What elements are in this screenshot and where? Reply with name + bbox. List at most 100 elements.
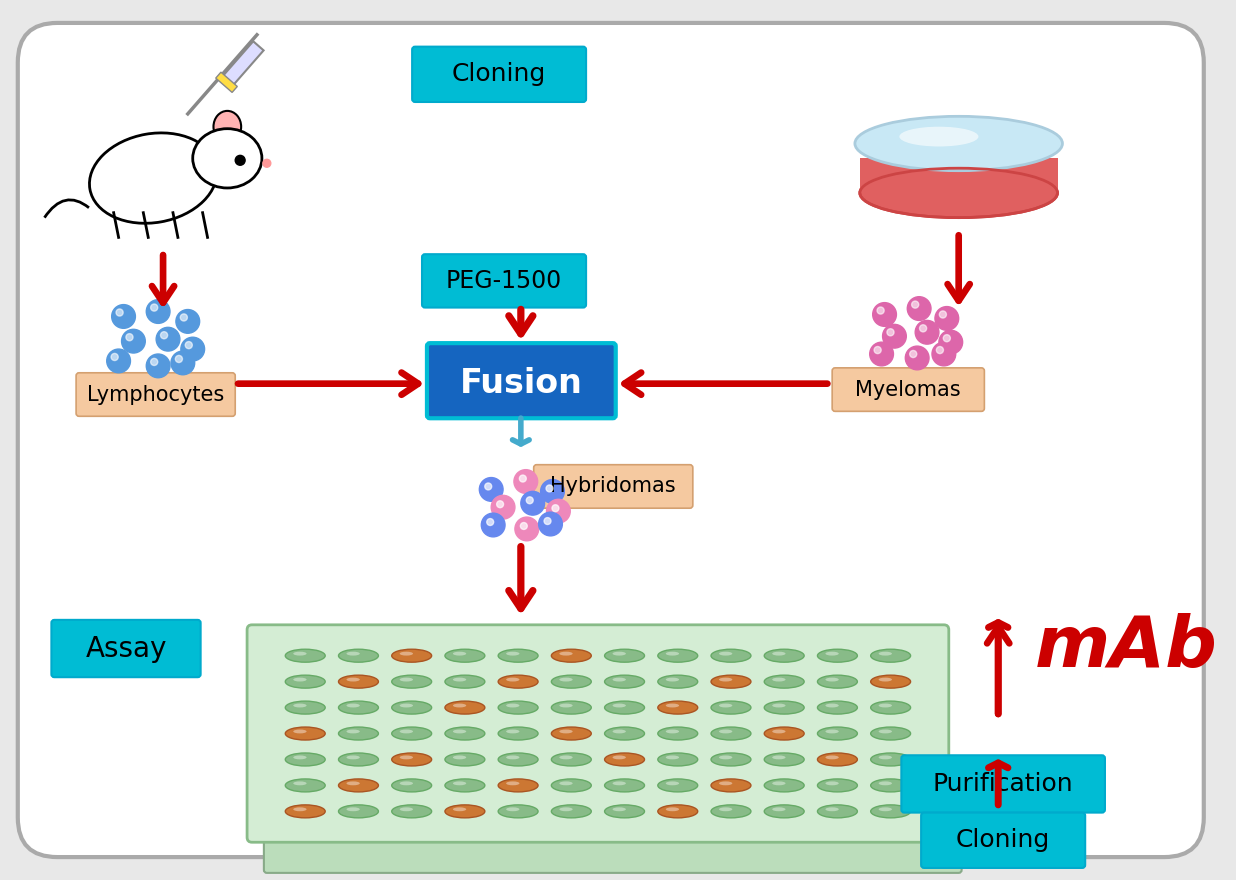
Circle shape [487,518,493,525]
Ellipse shape [346,730,360,733]
Ellipse shape [826,730,839,733]
Ellipse shape [445,753,485,766]
Circle shape [912,301,918,308]
Ellipse shape [719,652,732,656]
Circle shape [873,303,896,326]
Circle shape [111,354,119,361]
Ellipse shape [613,807,625,811]
Circle shape [111,304,136,328]
Ellipse shape [346,755,360,759]
FancyBboxPatch shape [221,41,263,88]
FancyBboxPatch shape [263,840,962,873]
Ellipse shape [764,753,805,766]
Ellipse shape [339,727,378,740]
Circle shape [934,306,959,330]
Ellipse shape [764,701,805,714]
Ellipse shape [506,807,519,811]
Ellipse shape [658,753,697,766]
Ellipse shape [826,678,839,681]
Ellipse shape [560,781,572,785]
Ellipse shape [666,678,679,681]
Ellipse shape [870,805,911,818]
Circle shape [161,332,168,339]
Ellipse shape [613,730,625,733]
Ellipse shape [445,701,485,714]
Ellipse shape [764,727,805,740]
Circle shape [146,354,171,378]
Circle shape [870,342,894,366]
Ellipse shape [879,678,892,681]
Ellipse shape [445,727,485,740]
Text: Hybridomas: Hybridomas [550,476,676,496]
Ellipse shape [711,753,751,766]
Ellipse shape [452,730,466,733]
Circle shape [932,342,955,366]
Ellipse shape [826,755,839,759]
FancyBboxPatch shape [534,465,693,508]
Ellipse shape [817,675,858,688]
Ellipse shape [817,701,858,714]
Text: Assay: Assay [85,634,167,663]
Ellipse shape [392,805,431,818]
Ellipse shape [560,755,572,759]
Ellipse shape [392,649,431,662]
Ellipse shape [560,730,572,733]
Ellipse shape [399,807,413,811]
Circle shape [180,337,205,361]
Circle shape [539,512,562,536]
FancyBboxPatch shape [52,620,200,678]
Ellipse shape [399,781,413,785]
Ellipse shape [711,675,751,688]
Circle shape [874,347,881,354]
Ellipse shape [666,730,679,733]
Circle shape [910,350,917,357]
Ellipse shape [870,649,911,662]
Ellipse shape [658,649,697,662]
Ellipse shape [900,127,979,146]
Circle shape [939,330,963,354]
Ellipse shape [817,779,858,792]
Ellipse shape [498,675,538,688]
Ellipse shape [764,675,805,688]
Ellipse shape [711,649,751,662]
Circle shape [185,341,193,348]
Circle shape [126,334,133,341]
Ellipse shape [89,133,218,224]
Circle shape [519,475,527,482]
Ellipse shape [399,704,413,708]
Ellipse shape [826,781,839,785]
Ellipse shape [399,652,413,656]
Ellipse shape [452,678,466,681]
Ellipse shape [286,805,325,818]
Ellipse shape [711,805,751,818]
Ellipse shape [870,675,911,688]
Ellipse shape [286,727,325,740]
Text: Purification: Purification [933,772,1073,796]
Ellipse shape [506,755,519,759]
Circle shape [151,358,158,365]
Circle shape [907,297,931,320]
Ellipse shape [604,727,644,740]
Ellipse shape [666,807,679,811]
Ellipse shape [339,649,378,662]
Circle shape [235,156,245,165]
Ellipse shape [560,652,572,656]
Ellipse shape [772,781,786,785]
Ellipse shape [772,704,786,708]
Circle shape [527,497,533,503]
Ellipse shape [613,652,625,656]
Circle shape [544,517,551,524]
Circle shape [156,327,180,351]
Ellipse shape [658,701,697,714]
Ellipse shape [658,675,697,688]
Circle shape [171,351,195,375]
Ellipse shape [879,730,892,733]
Circle shape [552,505,559,511]
Ellipse shape [293,807,307,811]
Ellipse shape [339,805,378,818]
Ellipse shape [817,727,858,740]
Ellipse shape [286,649,325,662]
Ellipse shape [506,652,519,656]
Ellipse shape [392,753,431,766]
Ellipse shape [551,779,591,792]
